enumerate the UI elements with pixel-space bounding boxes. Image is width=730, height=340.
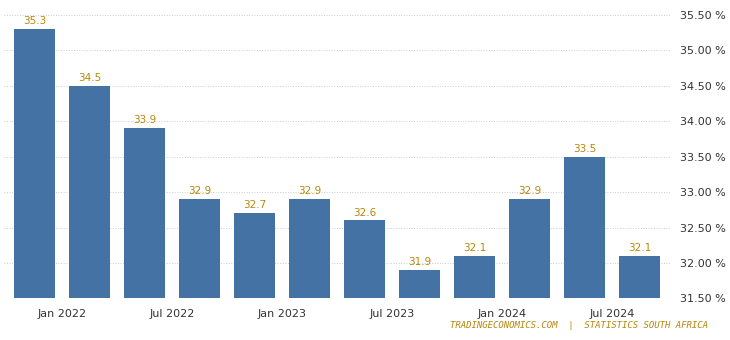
Text: 32.9: 32.9	[518, 186, 541, 196]
Bar	[69, 86, 110, 299]
Text: 33.9: 33.9	[133, 115, 156, 125]
Bar	[234, 213, 275, 299]
Text: 32.1: 32.1	[628, 243, 651, 253]
Bar	[124, 128, 165, 299]
Text: 31.9: 31.9	[408, 257, 431, 267]
Text: 32.7: 32.7	[243, 201, 266, 210]
Bar	[289, 199, 330, 299]
Text: 32.1: 32.1	[463, 243, 486, 253]
Bar	[454, 256, 495, 299]
Bar	[344, 220, 385, 299]
Text: 33.5: 33.5	[572, 144, 596, 154]
Bar	[399, 270, 440, 299]
Bar	[509, 199, 550, 299]
Text: 34.5: 34.5	[78, 73, 101, 83]
Bar	[564, 157, 605, 299]
Text: 32.6: 32.6	[353, 208, 376, 218]
Text: 35.3: 35.3	[23, 16, 46, 26]
Text: TRADINGECONOMICS.COM  |  STATISTICS SOUTH AFRICA: TRADINGECONOMICS.COM | STATISTICS SOUTH …	[450, 321, 708, 330]
Bar	[14, 29, 55, 299]
Text: 32.9: 32.9	[188, 186, 211, 196]
Bar	[179, 199, 220, 299]
Bar	[619, 256, 660, 299]
Text: 32.9: 32.9	[298, 186, 321, 196]
